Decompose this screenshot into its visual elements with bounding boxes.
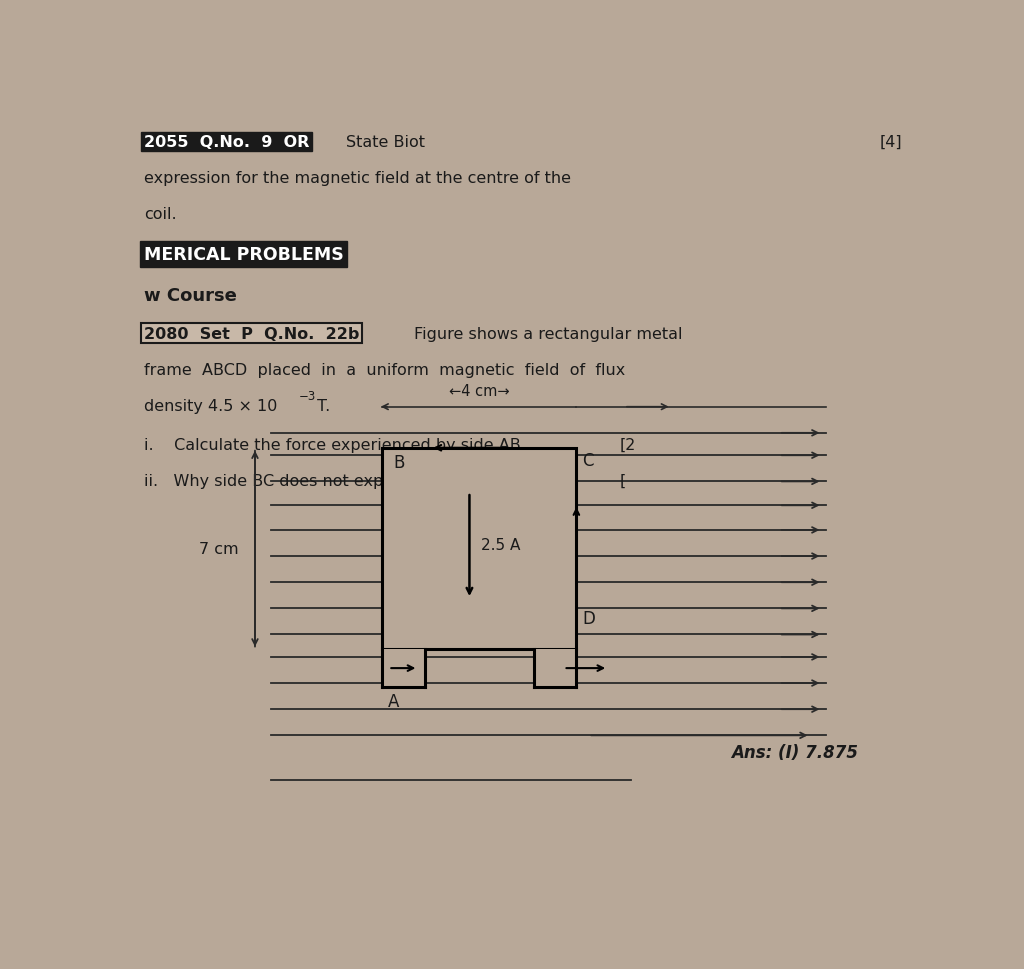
Bar <box>534 650 577 687</box>
Text: ←4 cm→: ←4 cm→ <box>449 384 510 398</box>
Bar <box>382 449 577 650</box>
Text: B: B <box>394 453 406 472</box>
Text: 7 cm: 7 cm <box>200 542 240 556</box>
Text: Figure shows a rectangular metal: Figure shows a rectangular metal <box>414 327 682 341</box>
Text: −3: −3 <box>299 390 315 402</box>
Text: C: C <box>583 452 594 470</box>
Text: T.: T. <box>312 398 331 413</box>
Text: [: [ <box>620 474 627 488</box>
Text: density 4.5 × 10: density 4.5 × 10 <box>143 398 278 413</box>
Text: [2: [2 <box>620 438 636 453</box>
Bar <box>382 650 425 687</box>
Text: frame  ABCD  placed  in  a  uniform  magnetic  field  of  flux: frame ABCD placed in a uniform magnetic … <box>143 362 625 377</box>
Text: D: D <box>583 610 595 627</box>
Text: 2055  Q.No.  9  OR: 2055 Q.No. 9 OR <box>143 135 309 150</box>
Text: expression for the magnetic field at the centre of the: expression for the magnetic field at the… <box>143 171 570 186</box>
Text: [4]: [4] <box>880 135 902 150</box>
Text: i.    Calculate the force experienced by side AB.: i. Calculate the force experienced by si… <box>143 438 525 453</box>
Text: ii.   Why side BC does not experiences force? Explain.: ii. Why side BC does not experiences for… <box>143 474 574 488</box>
Text: 2.5 A: 2.5 A <box>481 538 521 552</box>
Text: State Biot: State Biot <box>346 135 425 150</box>
Text: A: A <box>388 693 399 710</box>
Text: Ans: (I) 7.875: Ans: (I) 7.875 <box>731 743 858 761</box>
Text: MERICAL PROBLEMS: MERICAL PROBLEMS <box>143 246 344 264</box>
Text: 2080  Set  P  Q.No.  22b: 2080 Set P Q.No. 22b <box>143 327 359 341</box>
Text: coil.: coil. <box>143 206 176 222</box>
Text: w Course: w Course <box>143 287 237 305</box>
